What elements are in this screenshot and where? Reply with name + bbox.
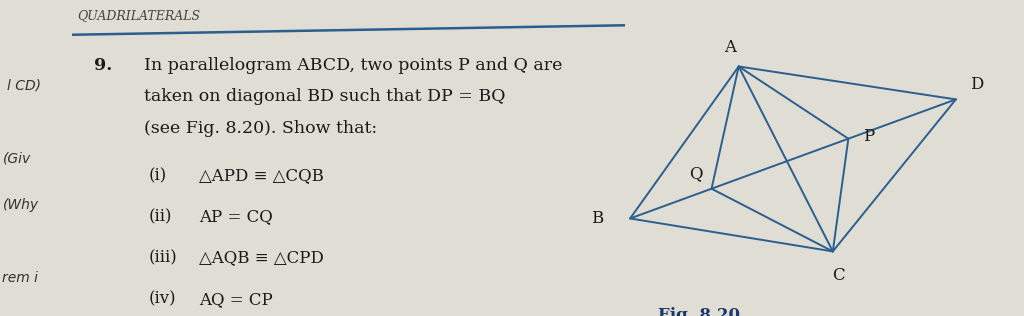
Text: (see Fig. 8.20). Show that:: (see Fig. 8.20). Show that: xyxy=(143,120,377,137)
Text: In parallelogram ABCD, two points P and Q are: In parallelogram ABCD, two points P and … xyxy=(143,57,562,74)
Text: 9.: 9. xyxy=(94,57,112,74)
Text: Q: Q xyxy=(689,165,702,182)
Text: AP = CQ: AP = CQ xyxy=(199,209,272,226)
Text: rem i: rem i xyxy=(2,271,38,285)
Text: (iii): (iii) xyxy=(150,250,178,267)
Text: △AQB ≡ △CPD: △AQB ≡ △CPD xyxy=(199,250,324,267)
Text: l CD): l CD) xyxy=(6,78,41,92)
Text: (Why: (Why xyxy=(3,198,39,212)
Text: B: B xyxy=(591,210,603,227)
Text: Fig. 8.20: Fig. 8.20 xyxy=(657,307,740,316)
Text: (Giv: (Giv xyxy=(3,151,32,165)
Text: (iv): (iv) xyxy=(150,291,177,308)
Text: C: C xyxy=(831,267,845,284)
Text: P: P xyxy=(863,128,874,145)
Text: taken on diagonal BD such that DP = BQ: taken on diagonal BD such that DP = BQ xyxy=(143,88,505,106)
Text: △APD ≡ △CQB: △APD ≡ △CQB xyxy=(199,167,324,185)
Text: D: D xyxy=(971,76,984,93)
Text: A: A xyxy=(724,39,735,56)
Text: (i): (i) xyxy=(150,167,167,185)
Text: (ii): (ii) xyxy=(150,209,173,226)
Text: QUADRILATERALS: QUADRILATERALS xyxy=(77,9,201,22)
Text: AQ = CP: AQ = CP xyxy=(199,291,272,308)
